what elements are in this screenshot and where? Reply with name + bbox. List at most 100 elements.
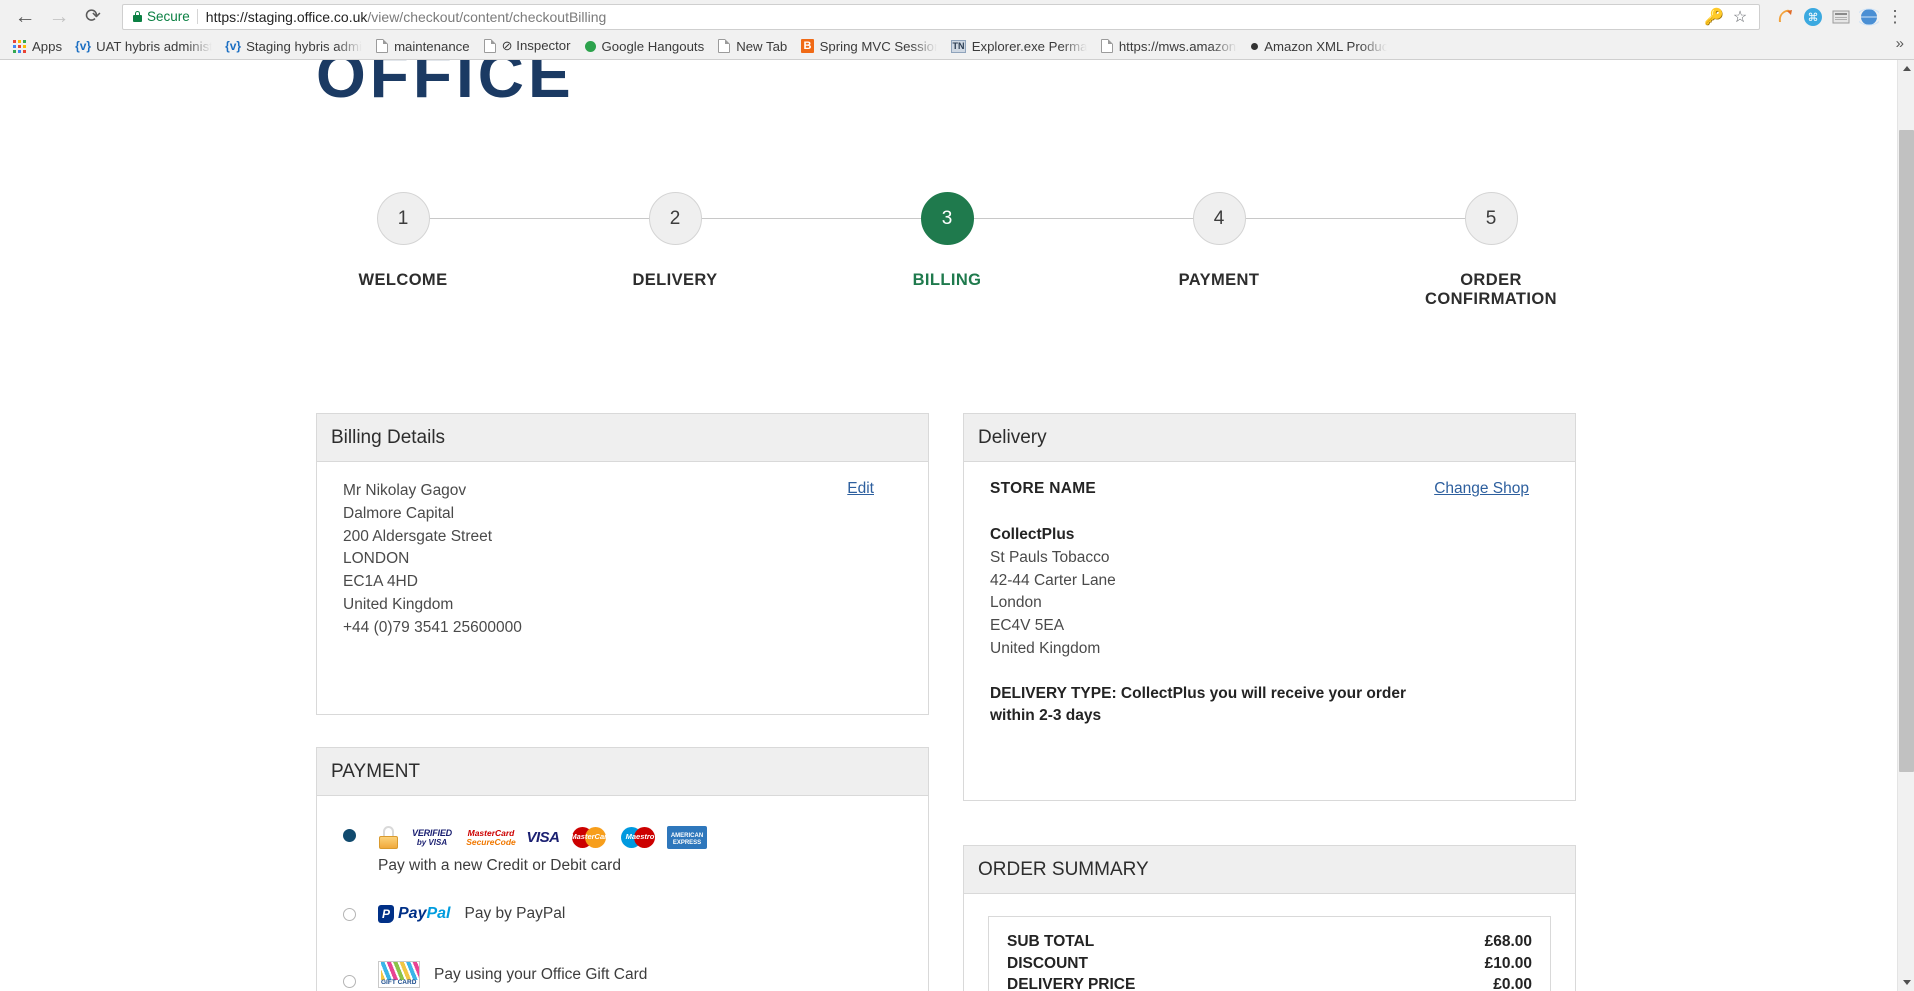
clipboard-extension-icon[interactable] [1828,4,1854,30]
order-total-row: SUB TOTAL £68.00 [1007,931,1532,953]
bookmark-maintenance[interactable]: maintenance [369,37,477,56]
apps-grid-icon [13,39,26,53]
bookmark-apps[interactable]: Apps [6,37,69,56]
panel-header: Delivery [964,414,1575,462]
change-shop-link[interactable]: Change Shop [1434,480,1529,497]
address-line: LONDON [343,550,410,568]
bookmark-label: New Tab [736,38,788,54]
address-line: United Kingdom [990,639,1101,657]
edit-billing-link[interactable]: Edit [847,480,874,497]
american-express-logo: AMERICAN EXPRESS [667,826,707,849]
radio-credit-debit-card[interactable] [343,829,356,842]
address-line: United Kingdom [343,595,454,613]
bookmark-label: https://mws.amazons [1118,38,1238,54]
extension-icons: ⌘ ⋮ [1766,4,1906,30]
progress-step-payment[interactable]: 4 PAYMENT [1129,180,1309,290]
bookmark-mws-amazon[interactable]: https://mws.amazons [1094,37,1244,56]
radio-paypal[interactable] [343,908,356,921]
row-label: DELIVERY PRICE [1007,976,1136,991]
browser-toolbar: ← → ⟳ Secure https://staging.office.co.u… [0,0,1914,33]
star-icon[interactable]: ☆ [1732,8,1748,26]
vertical-scrollbar[interactable] [1897,60,1914,991]
address-line: EC4V 5EA [990,617,1065,635]
step-label: WELCOME [358,271,448,289]
delivery-panel: Delivery STORE NAME Change Shop CollectP… [963,413,1576,801]
visa-logo: VISA [522,827,564,848]
payment-option-paypal[interactable]: P Pay Pal Pay by PayPal [343,905,904,923]
tn-favicon: TN [951,39,966,53]
step-number-bubble: 1 [376,192,430,245]
bookmark-amazon-xml-product[interactable]: Amazon XML Produc [1244,37,1394,56]
bookmark-staging-hybris[interactable]: {v} Staging hybris admin [219,37,369,56]
delivery-type-text: DELIVERY TYPE: CollectPlus you will rece… [990,684,1407,724]
progress-step-delivery[interactable]: 2 DELIVERY [585,180,765,290]
address-line: London [990,594,1042,612]
panel-body: SUB TOTAL £68.00 DISCOUNT £10.00 DELIVER… [964,894,1575,991]
paypal-logo: P Pay Pal [378,905,450,923]
address-line: St Pauls Tobacco [990,548,1110,566]
hybris-favicon: {v} [225,39,242,53]
scrollbar-thumb[interactable] [1899,130,1914,772]
payment-panel: PAYMENT VERIFIED by VISA [316,747,929,991]
progress-step-billing[interactable]: 3 BILLING [857,180,1037,290]
bookmark-spring-mvc-session[interactable]: B Spring MVC Session A [794,37,944,56]
progress-step-order-confirmation[interactable]: 5 ORDER CONFIRMATION [1401,180,1581,309]
url-path: /view/checkout/content/checkoutBilling [367,8,607,25]
step-number-bubble: 5 [1464,192,1518,245]
payment-option-label: Pay by PayPal [464,905,566,922]
panel-body: VERIFIED by VISA MasterCard SecureCode V… [317,796,928,991]
bookmark-uat-hybris[interactable]: {v} UAT hybris administra [69,37,219,56]
bookmark-label: Amazon XML Produc [1264,38,1388,54]
payment-option-credit-debit-card[interactable]: VERIFIED by VISA MasterCard SecureCode V… [343,826,904,875]
checkout-progress-bar: 1 WELCOME 2 DELIVERY 3 BILLING 4 PAYMENT… [0,180,1897,330]
forward-arrow-icon[interactable]: → [48,5,70,28]
document-favicon [718,39,731,53]
key-icon[interactable]: 🔑 [1704,8,1724,26]
panel-title: Billing Details [331,426,446,448]
globe-extension-icon[interactable] [1856,4,1882,30]
payment-option-gift-card[interactable]: GIFT CARD Pay using your Office Gift Car… [343,961,904,988]
bookmark-new-tab[interactable]: New Tab [711,37,794,56]
command-extension-icon[interactable]: ⌘ [1800,4,1826,30]
billing-details-panel: Billing Details Mr Nikolay Gagov Dalmore… [316,413,929,715]
order-summary-panel: ORDER SUMMARY SUB TOTAL £68.00 DISCOUNT … [963,845,1576,991]
checkout-page: OFFICE 1 WELCOME 2 DELIVERY 3 BILLING 4 … [0,60,1897,991]
scroll-down-arrow-icon[interactable] [1898,974,1914,991]
honey-extension-icon[interactable] [1772,4,1798,30]
document-favicon [376,39,389,53]
mastercard-logo: MasterCard [569,826,613,849]
security-status-label: Secure [147,9,190,24]
three-dot-menu-icon[interactable]: ⋮ [1886,6,1904,26]
step-label: ORDER CONFIRMATION [1425,271,1557,308]
order-totals-box: SUB TOTAL £68.00 DISCOUNT £10.00 DELIVER… [988,916,1551,991]
card-logos: VERIFIED by VISA MasterCard SecureCode V… [378,826,707,849]
step-label: PAYMENT [1178,271,1260,289]
step-number-bubble: 4 [1192,192,1246,245]
bookmark-label: ⊘ Inspector [501,38,571,53]
bookmark-label: UAT hybris administra [96,38,213,54]
bookmark-explorer-exe[interactable]: TN Explorer.exe Permane [944,37,1094,56]
order-total-row: DELIVERY PRICE £0.00 [1007,974,1532,991]
browser-chrome: ← → ⟳ Secure https://staging.office.co.u… [0,0,1914,60]
row-value: £0.00 [1493,976,1532,991]
payment-option-label: Pay with a new Credit or Debit card [378,857,621,874]
bookmarks-overflow-button[interactable]: » [1895,35,1904,52]
reload-icon[interactable]: ⟳ [85,6,101,27]
progress-step-welcome[interactable]: 1 WELCOME [313,180,493,290]
back-arrow-icon[interactable]: ← [14,5,36,28]
blogger-favicon: B [801,39,814,53]
page-viewport: OFFICE 1 WELCOME 2 DELIVERY 3 BILLING 4 … [0,60,1914,991]
store-name: CollectPlus [990,526,1075,543]
scroll-up-arrow-icon[interactable] [1898,60,1914,77]
lock-icon [378,826,399,849]
bookmark-google-hangouts[interactable]: Google Hangouts [578,37,712,56]
address-bar[interactable]: Secure https://staging.office.co.uk/view… [122,3,1760,30]
row-label: SUB TOTAL [1007,933,1095,950]
url-text: https://staging.office.co.uk/view/checko… [206,9,607,25]
office-logo[interactable]: OFFICE [316,60,575,111]
mastercard-securecode-logo: MasterCard SecureCode [465,826,517,849]
svg-text:⌘: ⌘ [1808,11,1819,24]
bookmark-inspector[interactable]: ⊘ Inspector [477,36,578,56]
radio-gift-card[interactable] [343,975,356,988]
row-value: £10.00 [1484,954,1532,972]
